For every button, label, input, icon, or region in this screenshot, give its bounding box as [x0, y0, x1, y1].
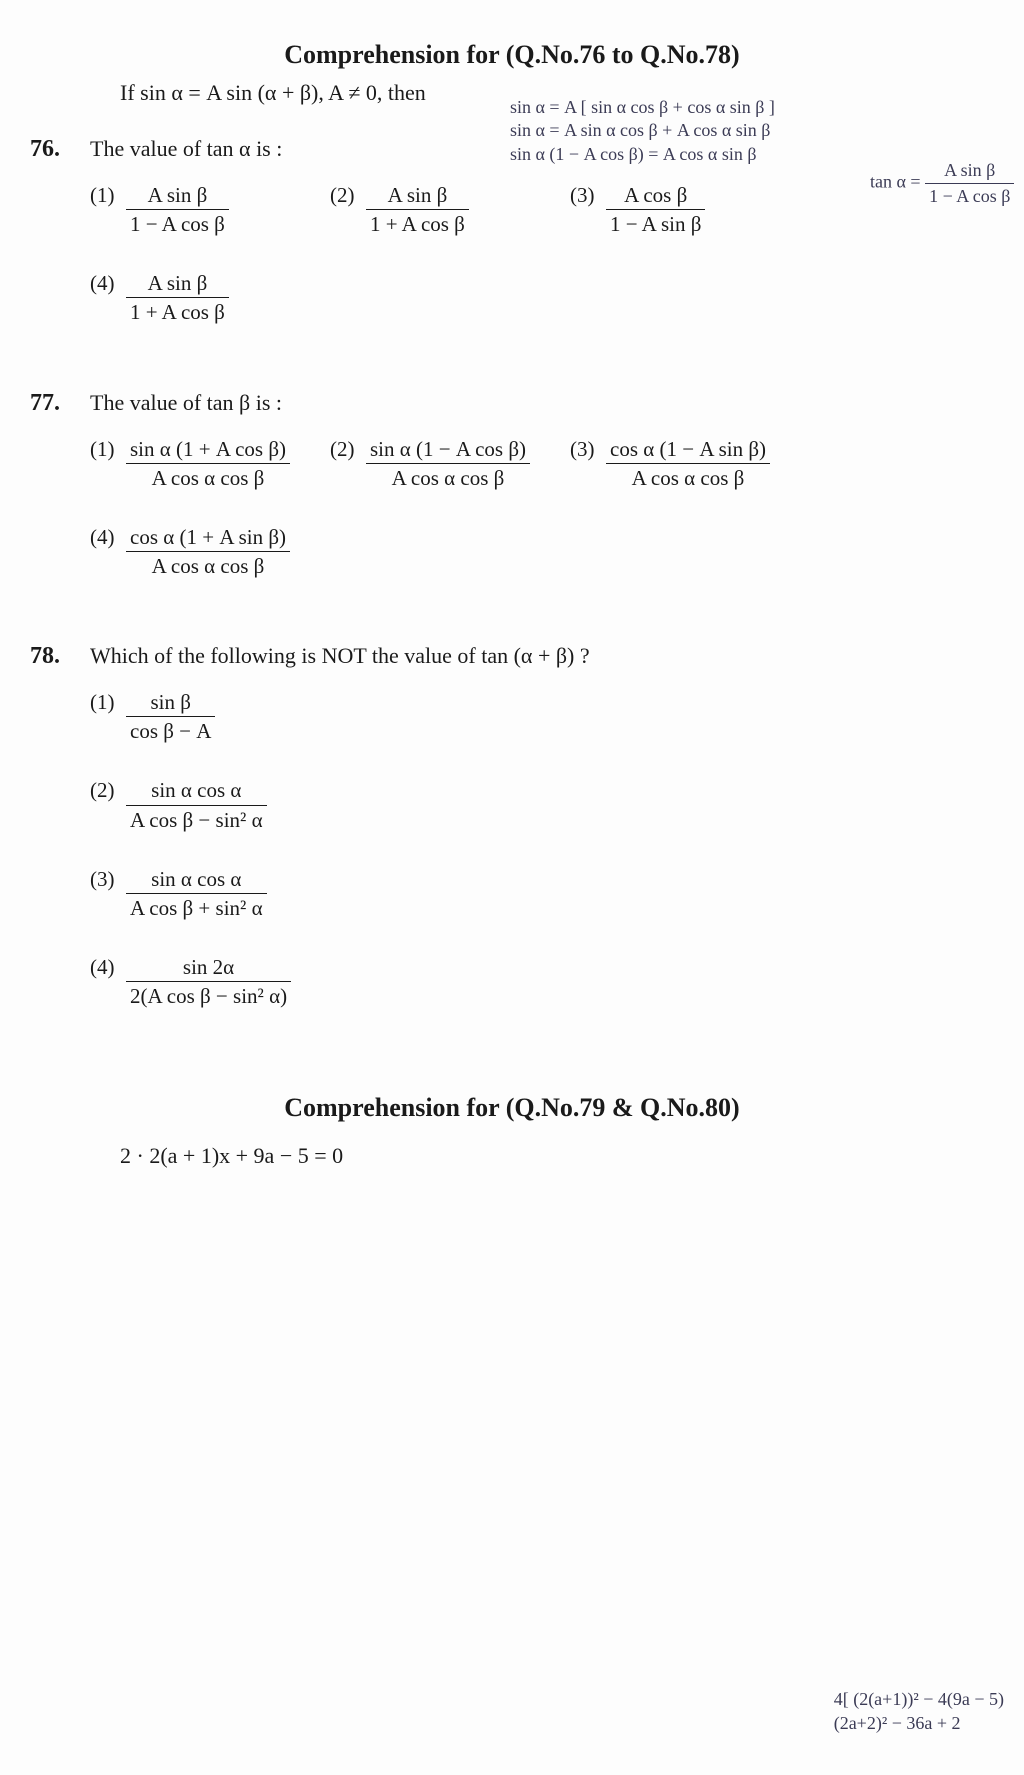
- option-den: 1 + A cos β: [126, 298, 229, 324]
- q77-option-3[interactable]: (3) cos α (1 − A sin β) A cos α cos β: [570, 437, 810, 490]
- q77-option-2[interactable]: (2) sin α (1 − A cos β) A cos α cos β: [330, 437, 570, 490]
- option-label: (3): [90, 867, 126, 892]
- option-label: (2): [90, 778, 126, 803]
- option-den: 2(A cos β − sin² α): [126, 982, 291, 1008]
- option-num: sin β: [126, 690, 215, 717]
- option-num: cos α (1 + A sin β): [126, 525, 290, 552]
- q77-number: 77.: [30, 390, 90, 417]
- handwriting-q76-result: tan α = A sin β 1 − A cos β: [870, 160, 1014, 206]
- hand-frac-num: A sin β: [925, 160, 1014, 184]
- question-76: 76. The value of tan α is : (1) A sin β …: [30, 136, 994, 350]
- option-label: (1): [90, 183, 126, 208]
- q76-option-1[interactable]: (1) A sin β 1 − A cos β: [90, 183, 330, 236]
- option-den: A cos α cos β: [126, 464, 290, 490]
- option-num: sin 2α: [126, 955, 291, 982]
- option-num: sin α cos α: [126, 778, 267, 805]
- option-label: (4): [90, 955, 126, 980]
- option-label: (4): [90, 525, 126, 550]
- hand-bottom-line-2: (2a+2)² − 36a + 2: [834, 1712, 1004, 1735]
- option-den: 1 − A sin β: [606, 210, 705, 236]
- q78-option-4[interactable]: (4) sin 2α 2(A cos β − sin² α): [90, 955, 570, 1008]
- q78-option-1[interactable]: (1) sin β cos β − A: [90, 690, 570, 743]
- option-den: A cos α cos β: [606, 464, 770, 490]
- q76-stem: The value of tan α is :: [90, 136, 282, 162]
- hand-line-1: sin α = A [ sin α cos β + cos α sin β ]: [510, 96, 990, 119]
- option-den: 1 + A cos β: [366, 210, 469, 236]
- q76-option-3[interactable]: (3) A cos β 1 − A sin β: [570, 183, 810, 236]
- option-num: A sin β: [126, 183, 229, 210]
- option-den: A cos β + sin² α: [126, 894, 267, 920]
- handwriting-q76: sin α = A [ sin α cos β + cos α sin β ] …: [510, 96, 990, 166]
- q77-stem: The value of tan β is :: [90, 390, 282, 416]
- option-label: (1): [90, 437, 126, 462]
- hand-line-4-lhs: tan α =: [870, 171, 921, 191]
- option-den: A cos α cos β: [126, 552, 290, 578]
- q78-option-3[interactable]: (3) sin α cos α A cos β + sin² α: [90, 867, 570, 920]
- q78-option-2[interactable]: (2) sin α cos α A cos β − sin² α: [90, 778, 570, 831]
- q76-option-4[interactable]: (4) A sin β 1 + A cos β: [90, 271, 330, 324]
- hand-line-2: sin α = A sin α cos β + A cos α sin β: [510, 119, 990, 142]
- q78-stem: Which of the following is NOT the value …: [90, 643, 590, 669]
- comprehension-a-header: Comprehension for (Q.No.76 to Q.No.78): [30, 40, 994, 70]
- option-num: sin α (1 − A cos β): [366, 437, 530, 464]
- option-label: (3): [570, 183, 606, 208]
- option-label: (4): [90, 271, 126, 296]
- option-den: A cos α cos β: [366, 464, 530, 490]
- q76-number: 76.: [30, 136, 90, 163]
- option-num: sin α cos α: [126, 867, 267, 894]
- option-label: (2): [330, 183, 366, 208]
- option-num: A sin β: [366, 183, 469, 210]
- option-label: (2): [330, 437, 366, 462]
- q76-option-2[interactable]: (2) A sin β 1 + A cos β: [330, 183, 570, 236]
- option-den: A cos β − sin² α: [126, 806, 267, 832]
- q77-option-4[interactable]: (4) cos α (1 + A sin β) A cos α cos β: [90, 525, 330, 578]
- option-label: (1): [90, 690, 126, 715]
- question-77: 77. The value of tan β is : (1) sin α (1…: [30, 390, 994, 604]
- hand-bottom-line-1: 4[ (2(a+1))² − 4(9a − 5): [834, 1688, 1004, 1711]
- option-den: cos β − A: [126, 717, 215, 743]
- option-label: (3): [570, 437, 606, 462]
- option-num: A cos β: [606, 183, 705, 210]
- comprehension-b-equation: 2 · 2(a + 1)x + 9a − 5 = 0: [120, 1143, 994, 1169]
- option-num: A sin β: [126, 271, 229, 298]
- option-num: cos α (1 − A sin β): [606, 437, 770, 464]
- q78-number: 78.: [30, 643, 90, 670]
- q77-option-1[interactable]: (1) sin α (1 + A cos β) A cos α cos β: [90, 437, 330, 490]
- comprehension-b-header: Comprehension for (Q.No.79 & Q.No.80): [30, 1093, 994, 1123]
- hand-frac-den: 1 − A cos β: [925, 184, 1014, 207]
- option-num: sin α (1 + A cos β): [126, 437, 290, 464]
- option-den: 1 − A cos β: [126, 210, 229, 236]
- handwriting-bottom: 4[ (2(a+1))² − 4(9a − 5) (2a+2)² − 36a +…: [834, 1688, 1004, 1735]
- question-78: 78. Which of the following is NOT the va…: [30, 643, 994, 1033]
